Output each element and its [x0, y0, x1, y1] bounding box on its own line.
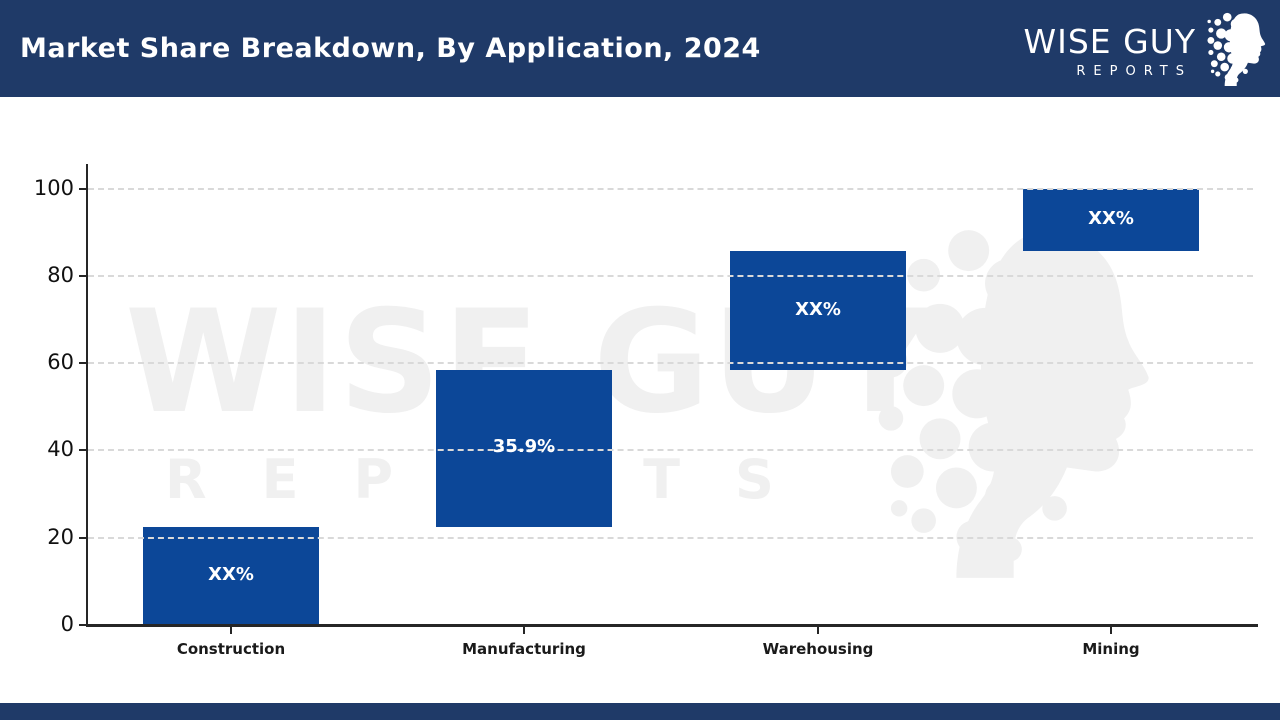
bar-value-label-construction: XX%: [208, 563, 254, 585]
gridline-60: [88, 362, 1253, 365]
watermark-dotted-head-icon: [858, 222, 1153, 586]
gridline-20: [88, 536, 1253, 539]
bar-warehousing: [730, 251, 906, 371]
dotted-head-icon: [1204, 10, 1266, 92]
y-tick-label-60: 60: [47, 350, 74, 375]
y-tick-80: [79, 274, 87, 277]
y-tick-0: [79, 624, 87, 626]
y-tick-label-20: 20: [47, 524, 74, 549]
y-tick-label-40: 40: [47, 437, 74, 462]
gridline-80: [88, 274, 1253, 277]
x-category-label-warehousing: Warehousing: [762, 640, 874, 658]
x-tick-mining: [1110, 627, 1112, 634]
gridline-40: [88, 449, 1253, 452]
y-tick-40: [79, 449, 87, 452]
x-category-label-mining: Mining: [1082, 640, 1140, 658]
logo-wordmark: WISE GUY: [1023, 22, 1196, 61]
y-tick-20: [79, 536, 87, 539]
x-category-label-manufacturing: Manufacturing: [462, 640, 586, 658]
page-title: Market Share Breakdown, By Application, …: [20, 33, 761, 64]
logo-subtitle: REPORTS: [1076, 64, 1192, 79]
x-axis-line: [86, 624, 1258, 627]
y-tick-60: [79, 362, 87, 365]
bar-construction: [143, 526, 319, 625]
y-tick-label-80: 80: [47, 262, 74, 287]
bar-value-label-warehousing: XX%: [795, 298, 841, 320]
x-tick-construction: [230, 627, 232, 634]
wise-guy-reports-logo: WISE GUY REPORTS: [1023, 4, 1268, 94]
y-tick-label-100: 100: [33, 175, 74, 200]
bar-manufacturing: [436, 370, 612, 527]
x-tick-warehousing: [817, 627, 819, 634]
bar-value-label-mining: XX%: [1088, 207, 1134, 229]
y-tick-label-0: 0: [60, 612, 74, 636]
header-band: Market Share Breakdown, By Application, …: [0, 0, 1280, 97]
x-category-label-construction: Construction: [176, 640, 286, 658]
y-axis-line: [86, 164, 88, 626]
bar-mining: [1023, 188, 1199, 252]
gridline-100: [88, 187, 1253, 190]
y-tick-100: [79, 187, 87, 190]
bar-value-label-manufacturing: 35.9%: [492, 436, 556, 458]
x-tick-manufacturing: [523, 627, 525, 634]
footer-band: [0, 703, 1280, 720]
